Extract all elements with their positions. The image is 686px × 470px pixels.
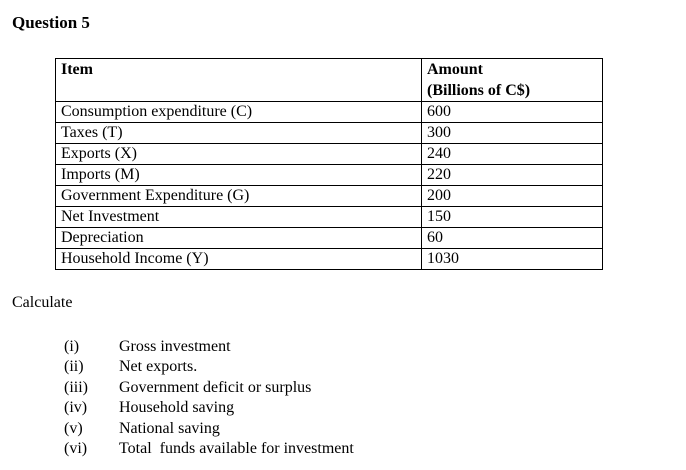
table-row: Exports (X) 240	[55, 143, 603, 165]
item-cell: Imports (M)	[55, 164, 422, 186]
amount-cell: 60	[421, 227, 603, 249]
list-item: (iv) Household saving	[40, 378, 354, 416]
amount-header-line1: Amount	[427, 61, 484, 78]
amount-header-line2: (Billions of C$)	[427, 82, 531, 99]
list-item-text: National saving	[119, 419, 220, 437]
calculate-list: (i) Gross investment (ii) Net exports. (ii…	[40, 316, 354, 458]
table-row: Imports (M) 220	[55, 164, 603, 186]
item-cell: Household Income (Y)	[55, 248, 422, 270]
national-accounts-table: Item Amount (Billions of C$) Consumption…	[55, 58, 603, 270]
item-cell: Government Expenditure (G)	[55, 185, 422, 207]
list-item: (iii) Government deficit or surplus	[40, 357, 354, 396]
calculate-label: Calculate	[12, 294, 73, 311]
list-item-text: Net exports.	[119, 358, 198, 375]
list-item-numeral: (vi)	[64, 440, 88, 457]
amount-cell: 1030	[421, 248, 603, 270]
list-item: (ii) Net exports.	[40, 337, 354, 375]
item-column-header: Item	[55, 58, 422, 102]
item-cell: Net Investment	[55, 206, 422, 228]
list-item-numeral: (i)	[64, 337, 80, 355]
item-cell: Exports (X)	[55, 143, 422, 165]
list-item-text: Household saving	[119, 399, 235, 416]
table-header-row: Item Amount (Billions of C$)	[55, 58, 603, 102]
question-title: Question 5	[12, 13, 90, 32]
table-row: Consumption expenditure (C) 600	[55, 101, 603, 123]
item-cell: Consumption expenditure (C)	[55, 101, 422, 123]
amount-cell: 200	[421, 185, 603, 207]
list-item: (i) Gross investment	[40, 316, 354, 355]
table-row: Household Income (Y) 1030	[55, 248, 603, 270]
amount-cell: 600	[421, 101, 603, 123]
list-item: (vi) Total funds available for investment	[40, 419, 354, 457]
list-item-text: Gross investment	[119, 337, 231, 355]
item-cell: Depreciation	[55, 227, 422, 249]
list-item-numeral: (iii)	[64, 378, 88, 396]
table-row: Net Investment 150	[55, 206, 603, 228]
amount-cell: 300	[421, 122, 603, 144]
list-item: (v) National saving	[40, 398, 354, 437]
amount-cell: 220	[421, 164, 603, 186]
list-item-text: Government deficit or surplus	[119, 378, 312, 396]
amount-cell: 240	[421, 143, 603, 165]
list-item-numeral: (ii)	[64, 358, 84, 375]
list-item-numeral: (iv)	[64, 399, 88, 416]
table-row: Government Expenditure (G) 200	[55, 185, 603, 207]
amount-cell: 150	[421, 206, 603, 228]
list-item-numeral: (v)	[64, 419, 83, 437]
table-row: Depreciation 60	[55, 227, 603, 249]
list-item-text: Total funds available for investment	[119, 440, 354, 457]
amount-column-header: Amount (Billions of C$)	[421, 58, 603, 102]
item-cell: Taxes (T)	[55, 122, 422, 144]
table-row: Taxes (T) 300	[55, 122, 603, 144]
